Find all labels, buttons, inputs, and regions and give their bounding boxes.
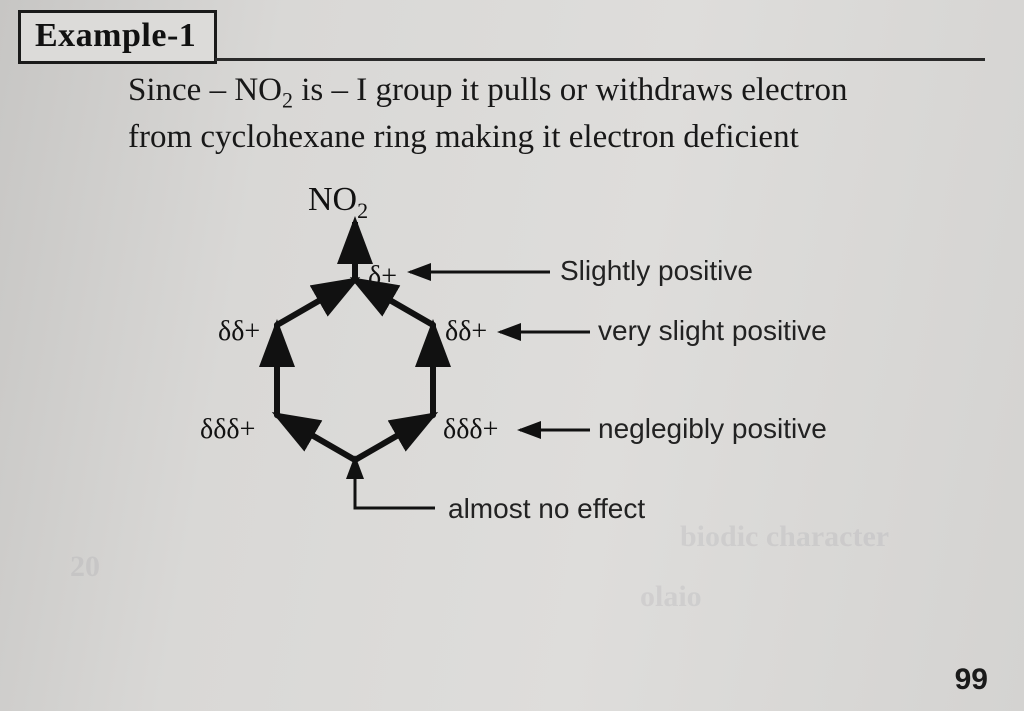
delta-c3: δδδ+ xyxy=(443,414,498,445)
body-line1-pre: Since – NO xyxy=(128,72,282,108)
no2-label: NO2 xyxy=(308,181,368,223)
ann2-text: very slight positive xyxy=(598,315,827,346)
delta-c6: δδ+ xyxy=(218,316,260,347)
ann3-text: neglegibly positive xyxy=(598,413,827,444)
hexagon-ring xyxy=(277,280,433,460)
body-line1-post: is – I group it pulls or withdraws elect… xyxy=(293,72,848,108)
ann4-text: almost no effect xyxy=(448,493,645,524)
delta-c5: δδδ+ xyxy=(200,414,255,445)
delta-c2: δδ+ xyxy=(445,316,487,347)
inductive-diagram: NO2 δ+ δδ+ δδ+ δδδ+ δδδ+ Slightly positi… xyxy=(190,190,890,610)
example-label: Example-1 xyxy=(35,17,196,54)
delta-c1: δ+ xyxy=(368,261,397,292)
example-box: Example-1 xyxy=(18,10,217,64)
no2-sub: 2 xyxy=(357,198,368,223)
header-rule xyxy=(215,58,985,61)
no2-main: NO xyxy=(308,181,357,218)
page-number: 99 xyxy=(955,663,988,697)
body-line2: from cyclohexane ring making it electron… xyxy=(128,119,799,155)
arrow-ann4-line xyxy=(355,460,435,508)
body-line1-sub: 2 xyxy=(282,88,293,113)
ann1-text: Slightly positive xyxy=(560,255,753,286)
body-text: Since – NO2 is – I group it pulls or wit… xyxy=(128,68,978,160)
